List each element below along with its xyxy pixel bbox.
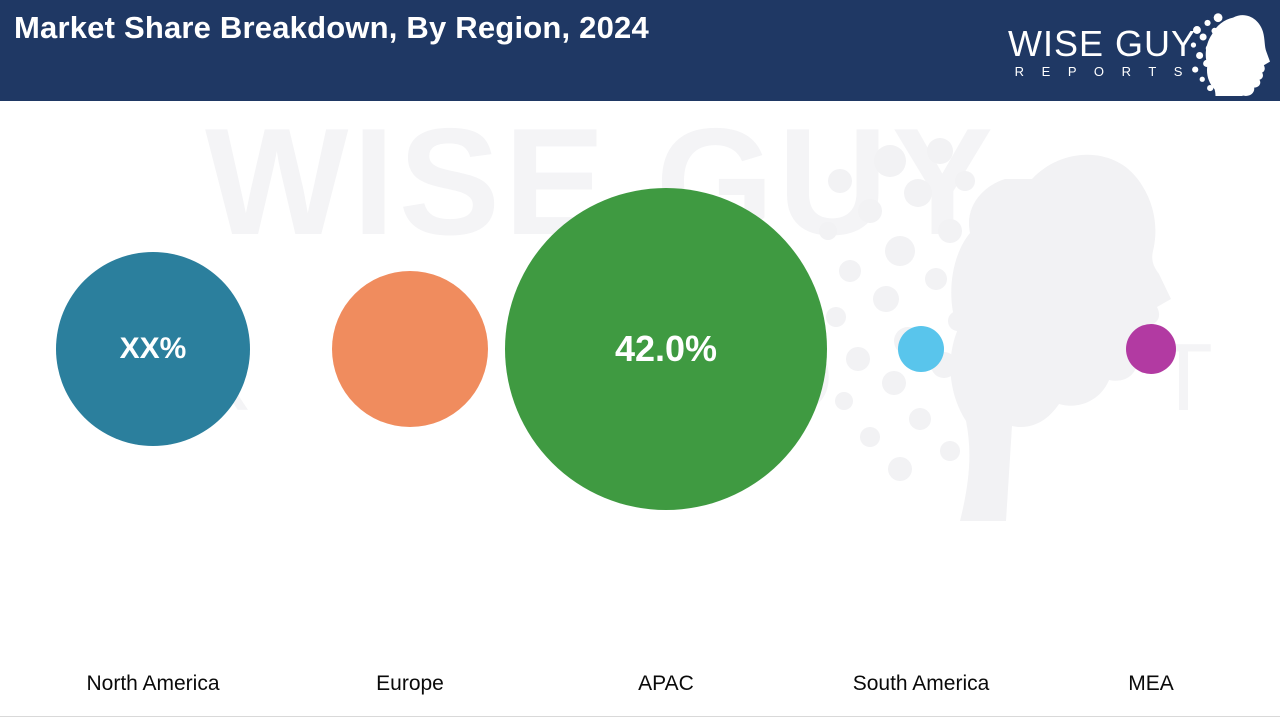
category-label-north-america: North America: [86, 672, 220, 695]
chart-area: WISE GUY R E P O R T S XX% 42.0%: [0, 97, 1280, 716]
watermark-face: [819, 138, 1171, 521]
bubble-europe[interactable]: [332, 271, 488, 427]
bubble-north-america[interactable]: XX%: [56, 252, 250, 446]
brand-name: WISE GUY: [1007, 22, 1196, 64]
page-title: Market Share Breakdown, By Region, 2024: [14, 10, 649, 45]
category-label-south-america: South America: [852, 672, 990, 695]
bubble-mea[interactable]: [1126, 324, 1176, 374]
bottom-divider: [0, 716, 1280, 717]
category-label-europe: Europe: [376, 672, 444, 695]
brand-face-icon: [1190, 13, 1270, 96]
brand-wordmark: WISE GUY R E P O R T S: [1007, 22, 1196, 80]
category-label-apac: APAC: [638, 672, 694, 695]
bubble-value-north-america: XX%: [119, 332, 187, 365]
brand-subtitle: R E P O R T S: [1014, 64, 1190, 80]
bubble-south-america[interactable]: [898, 326, 944, 372]
bubble-apac[interactable]: 42.0%: [505, 188, 827, 510]
bubble-value-apac: 42.0%: [614, 328, 718, 369]
category-label-mea: MEA: [1128, 672, 1174, 695]
brand-logo: WISE GUY R E P O R T S: [1008, 8, 1270, 96]
header-bar: Market Share Breakdown, By Region, 2024 …: [0, 0, 1280, 101]
